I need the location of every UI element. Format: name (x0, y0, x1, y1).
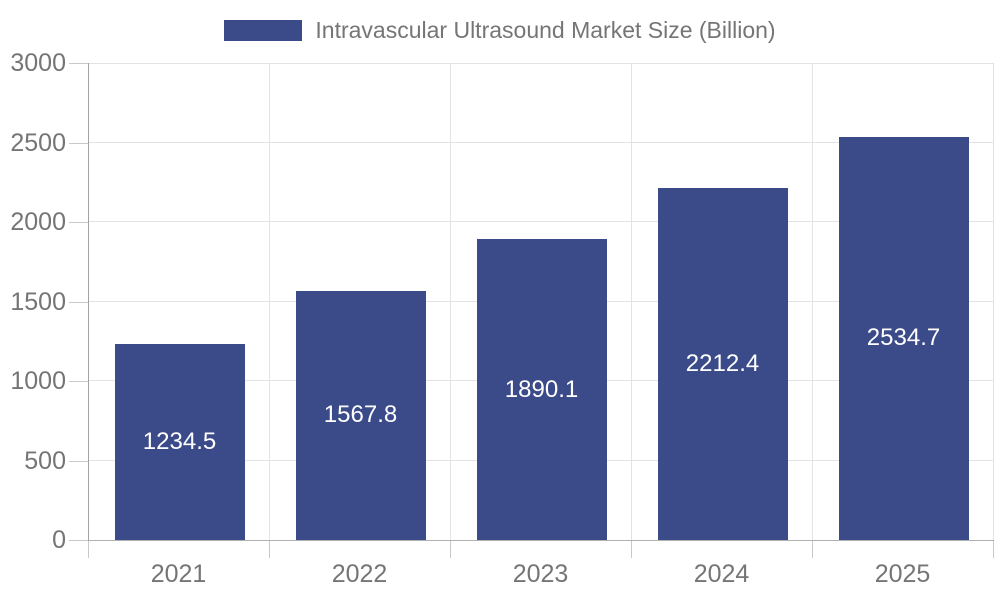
bar-2025: 2534.7 (838, 136, 969, 540)
x-grid-line (269, 63, 270, 540)
y-axis-label: 2500 (10, 128, 66, 157)
bar-2022: 1567.8 (295, 290, 426, 540)
bar-value-label: 1567.8 (323, 401, 398, 429)
y-axis-tick (69, 63, 88, 64)
x-grid-line (450, 63, 451, 540)
x-axis-label: 2024 (693, 560, 750, 588)
legend-label: Intravascular Ultrasound Market Size (Bi… (315, 17, 776, 43)
bar-2021: 1234.5 (114, 343, 245, 540)
y-axis-label: 0 (52, 526, 66, 554)
y-axis-tick (69, 460, 88, 462)
bar-value-label: 1234.5 (142, 427, 217, 455)
x-grid-line (993, 63, 994, 540)
y-axis-tick (69, 142, 88, 144)
y-grid-line (89, 141, 994, 143)
y-axis-tick (69, 301, 88, 303)
x-grid-line (631, 63, 632, 540)
x-axis-tick (631, 541, 632, 558)
x-axis-tick (450, 541, 451, 558)
y-axis-label: 1500 (10, 287, 66, 316)
x-axis-tick (269, 541, 270, 558)
y-axis-tick (69, 222, 88, 223)
bar-2023: 1890.1 (476, 239, 607, 540)
y-axis-label: 1000 (10, 367, 66, 395)
y-axis-tick (69, 381, 88, 382)
plot-area: 1234.5 1567.8 1890.1 2212.4 2534.7 (88, 63, 994, 541)
y-grid-line (89, 221, 994, 222)
bar-value-label: 1890.1 (504, 375, 579, 403)
bar-value-label: 2534.7 (866, 324, 941, 352)
x-axis-label: 2022 (331, 560, 388, 588)
x-grid-line (812, 63, 813, 540)
bar-value-label: 2212.4 (685, 350, 760, 378)
x-axis-tick (993, 541, 994, 558)
x-axis-label: 2023 (512, 560, 569, 588)
y-axis-tick (69, 540, 88, 541)
x-axis-label: 2021 (150, 560, 207, 588)
y-axis-label: 3000 (10, 49, 66, 77)
x-axis-label: 2025 (874, 560, 931, 588)
legend-swatch-icon (224, 20, 303, 41)
y-axis-label: 2000 (10, 208, 66, 236)
bar-2024: 2212.4 (657, 188, 788, 540)
x-axis-tick (88, 541, 89, 558)
x-axis-tick (812, 541, 813, 558)
y-grid-line (89, 63, 994, 64)
legend[interactable]: Intravascular Ultrasound Market Size (Bi… (0, 17, 1000, 44)
y-axis-label: 500 (24, 446, 66, 475)
